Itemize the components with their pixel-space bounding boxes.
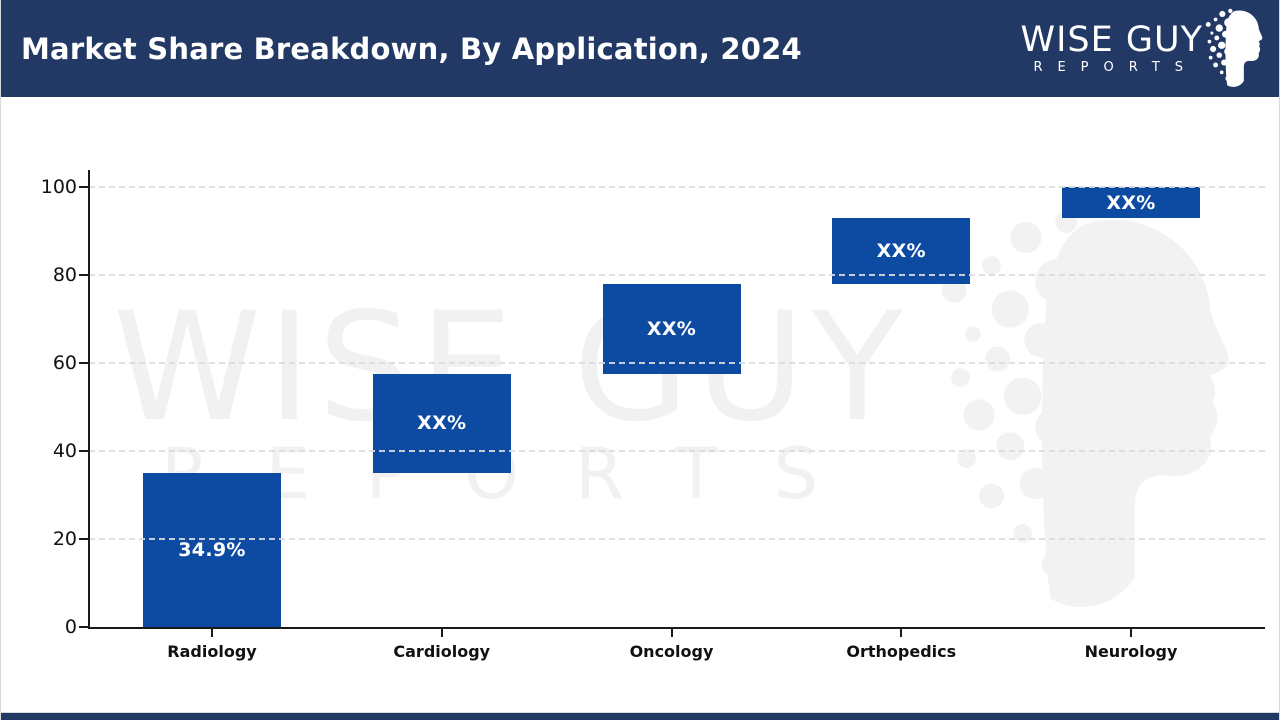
y-tick [79,538,88,540]
footer-bar [1,713,1279,720]
gridline-40 [89,450,1265,452]
bar-value-label: XX% [876,240,926,263]
bar-orthopedics: XX% [832,218,971,285]
y-axis-label: 20 [52,528,77,550]
logo-text: WISE GUY REPORTS [1020,20,1203,75]
logo-subtitle: REPORTS [1033,60,1199,75]
x-tick [670,629,673,637]
x-axis-label-orthopedics: Orthopedics [846,642,957,661]
y-axis-label: 100 [40,176,77,198]
x-axis-label-cardiology: Cardiology [393,642,491,661]
bar-radiology: 34.9% [143,473,281,627]
footer-divider [1,712,1279,713]
bar-cardiology: XX% [372,373,511,474]
gridline-60 [89,362,1265,364]
bar-value-label: XX% [1106,191,1156,214]
x-axis-label-radiology: Radiology [167,642,257,661]
y-axis-label: 40 [52,440,77,462]
bar-value-label: XX% [646,317,697,340]
y-tick [79,274,88,276]
y-tick [79,362,88,364]
y-axis-label: 60 [52,352,77,374]
gridline-80 [89,274,1265,276]
page-title: Market Share Breakdown, By Application, … [21,31,802,66]
y-tick [79,450,88,452]
x-axis [88,627,1265,629]
bar-oncology: XX% [602,284,741,374]
x-tick [440,629,443,637]
wiseguy-head-icon [1203,6,1265,92]
x-tick [900,629,903,637]
logo-wordmark: WISE GUY [1020,20,1203,60]
header-bar: Market Share Breakdown, By Application, … [1,0,1279,97]
y-axis-label: 0 [64,616,77,638]
y-axis [88,170,90,629]
x-axis-label-neurology: Neurology [1084,642,1178,661]
bar-value-label: XX% [417,412,467,435]
x-tick [1130,629,1132,637]
x-tick [211,629,213,637]
gridline-20 [89,538,1265,540]
wiseguy-logo: WISE GUY REPORTS [1020,6,1265,92]
bar-value-label: 34.9% [178,539,246,562]
x-axis-label-oncology: Oncology [629,642,714,661]
waterfall-plot: 34.9% Radiology XX% Cardiology XX% Oncology XX… [1,97,1279,712]
y-axis-label: 80 [52,264,77,286]
chart-area: WISE GUY REPORTS 34.9% Radiology XX% Cardio… [1,97,1279,712]
y-tick [79,186,88,188]
gridline-100 [89,186,1265,188]
y-tick [79,626,88,628]
bar-neurology: XX% [1062,187,1200,219]
